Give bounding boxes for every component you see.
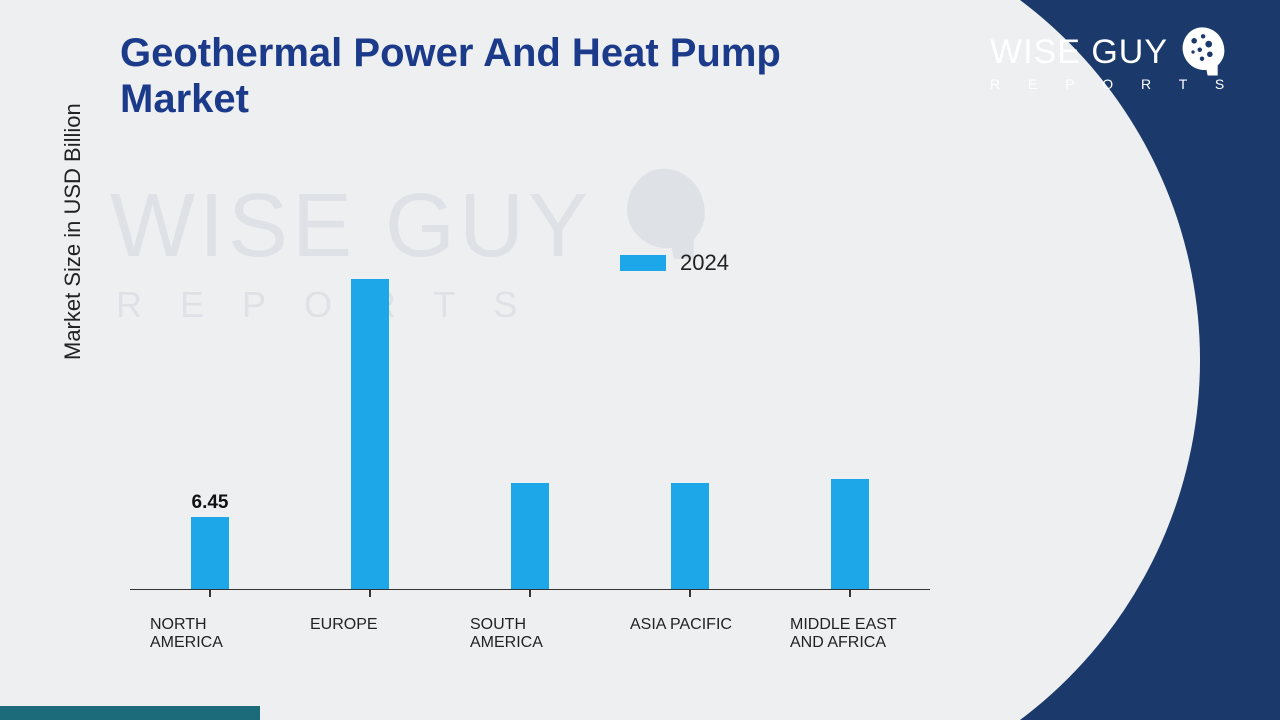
axis-tick: [529, 590, 531, 597]
category-label: ASIA PACIFIC: [630, 616, 750, 634]
axis-tick: [849, 590, 851, 597]
bar-value-label: 6.45: [150, 492, 270, 514]
plot-area: 6.45: [130, 150, 930, 590]
axis-tick: [689, 590, 691, 597]
bar: [191, 517, 229, 589]
brand-head-icon: [1174, 24, 1230, 80]
brand-text-top: WISE GUY: [990, 33, 1168, 72]
y-axis-label: Market Size in USD Billion: [60, 103, 86, 360]
category-label: NORTH AMERICA: [150, 616, 270, 653]
bar: [671, 483, 709, 589]
bar: [511, 483, 549, 589]
axis-tick: [209, 590, 211, 597]
axis-tick: [369, 590, 371, 597]
chart-area: Market Size in USD Billion 2024 6.45: [100, 150, 930, 590]
category-labels-row: NORTH AMERICA EUROPE SOUTH AMERICA ASIA PAC…: [130, 610, 930, 720]
category-label: EUROPE: [310, 616, 430, 634]
chart-title: Geothermal Power And Heat Pump Market: [120, 30, 840, 122]
chart-canvas: WISE GUY REPORTS Geothermal Power And He…: [0, 0, 1280, 720]
bar: [831, 479, 869, 589]
category-label: SOUTH AMERICA: [470, 616, 590, 653]
category-label: MIDDLE EAST AND AFRICA: [790, 616, 910, 653]
bar: [351, 279, 389, 589]
brand-logo: WISE GUY R E P O R T S: [990, 24, 1250, 92]
